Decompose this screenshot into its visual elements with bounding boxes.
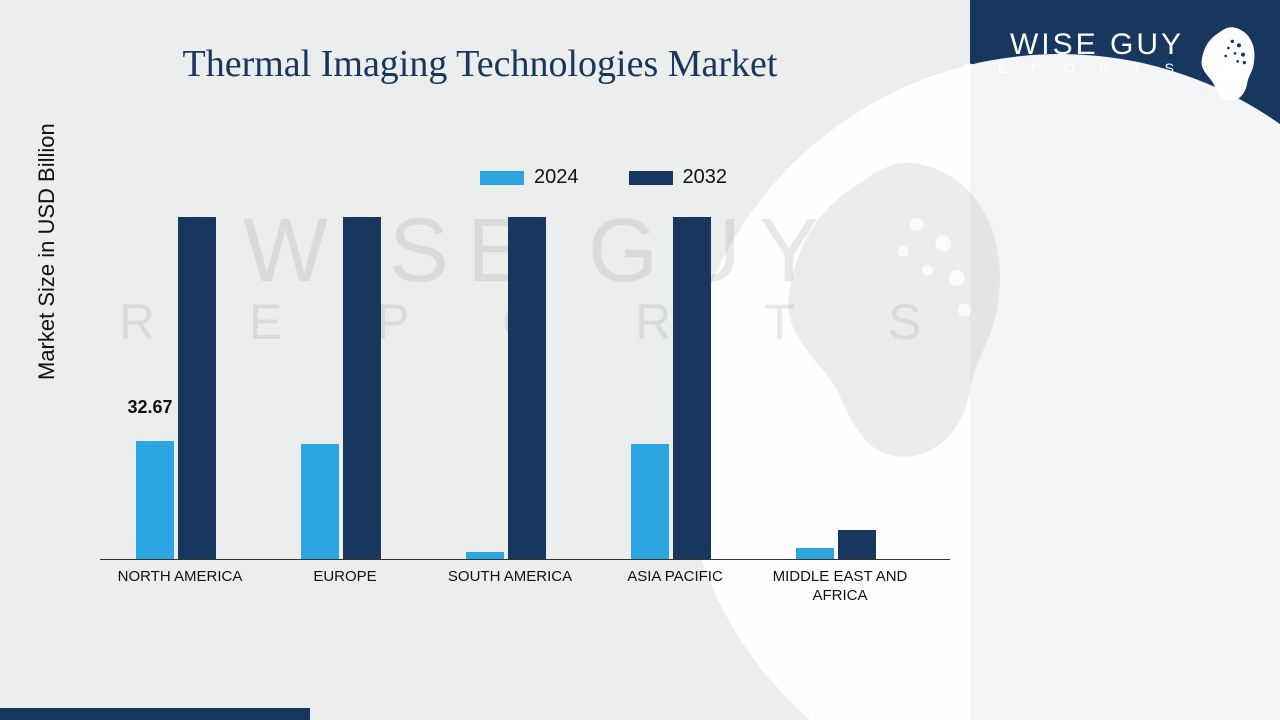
bottom-accent-bar (0, 708, 310, 720)
bar-series-a (301, 444, 339, 559)
bar-series-b (673, 217, 711, 559)
category-label: ASIA PACIFIC (605, 560, 745, 587)
bar-value-label: 32.67 (100, 397, 200, 418)
bar-chart: 32.67NORTH AMERICAEUROPESOUTH AMERICAASI… (100, 200, 950, 560)
category-label: NORTH AMERICA (110, 560, 250, 587)
legend-item-2032: 2032 (629, 166, 728, 189)
bar-series-b (343, 217, 381, 559)
bar-series-a (796, 548, 834, 559)
chart-title: Thermal Imaging Technologies Market (0, 42, 960, 86)
bar-series-b (178, 217, 216, 559)
brand-logo: WISE GUY R E P O R T S (964, 28, 1184, 76)
brand-line1: WISE GUY (964, 28, 1184, 62)
bar-series-a (466, 552, 504, 559)
bar-series-b (838, 530, 876, 559)
category-label: EUROPE (275, 560, 415, 587)
y-axis-label: Market Size in USD Billion (34, 123, 60, 380)
category-label: MIDDLE EAST AND AFRICA (770, 560, 910, 606)
chart-canvas: WISE GUY R E P O R T S Thermal Imaging T… (0, 0, 1280, 720)
legend-label-2032: 2032 (683, 166, 728, 189)
legend: 2024 2032 (480, 166, 727, 189)
legend-swatch-2024 (480, 171, 524, 185)
legend-label-2024: 2024 (534, 166, 579, 189)
legend-swatch-2032 (629, 171, 673, 185)
bar-series-a (631, 444, 669, 559)
bar-series-a (136, 441, 174, 559)
bar-series-b (508, 217, 546, 559)
category-label: SOUTH AMERICA (440, 560, 580, 587)
logo-head-icon (1192, 24, 1262, 104)
brand-line2: R E P O R T S (964, 60, 1184, 76)
legend-item-2024: 2024 (480, 166, 579, 189)
